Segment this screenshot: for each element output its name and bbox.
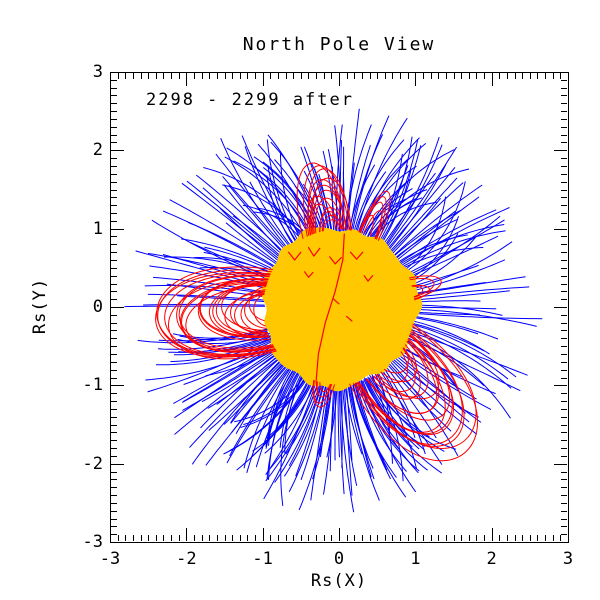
- y-tick-label: 0: [92, 297, 103, 317]
- y-tick-label: -2: [82, 453, 103, 474]
- y-tick-label: 2: [92, 140, 103, 161]
- x-tick-label: 3: [562, 549, 574, 569]
- x-tick-label: -3: [99, 549, 121, 569]
- y-tick-label: 3: [92, 62, 103, 82]
- time-range-annotation: 2298 - 2299 after: [146, 90, 354, 110]
- x-tick-label: 0: [333, 549, 345, 569]
- x-tick-label: 1: [410, 549, 421, 569]
- y-tick-label: 1: [92, 218, 103, 239]
- axis-ticks: [110, 72, 569, 543]
- x-tick-label: -1: [252, 549, 273, 569]
- surface-marks: [288, 233, 374, 396]
- x-tick-label: -2: [176, 549, 197, 569]
- y-axis-label: Rs(Y): [30, 277, 50, 335]
- chart-title: North Pole View: [242, 34, 436, 55]
- x-tick-label: 2: [486, 549, 497, 569]
- sun-disk: [261, 227, 423, 392]
- x-axis-label: Rs(X): [310, 571, 368, 591]
- y-tick-label: -1: [82, 375, 103, 396]
- closed-field-loops: [155, 162, 478, 462]
- axis-box: [110, 72, 569, 543]
- y-tick-label: -3: [82, 532, 103, 552]
